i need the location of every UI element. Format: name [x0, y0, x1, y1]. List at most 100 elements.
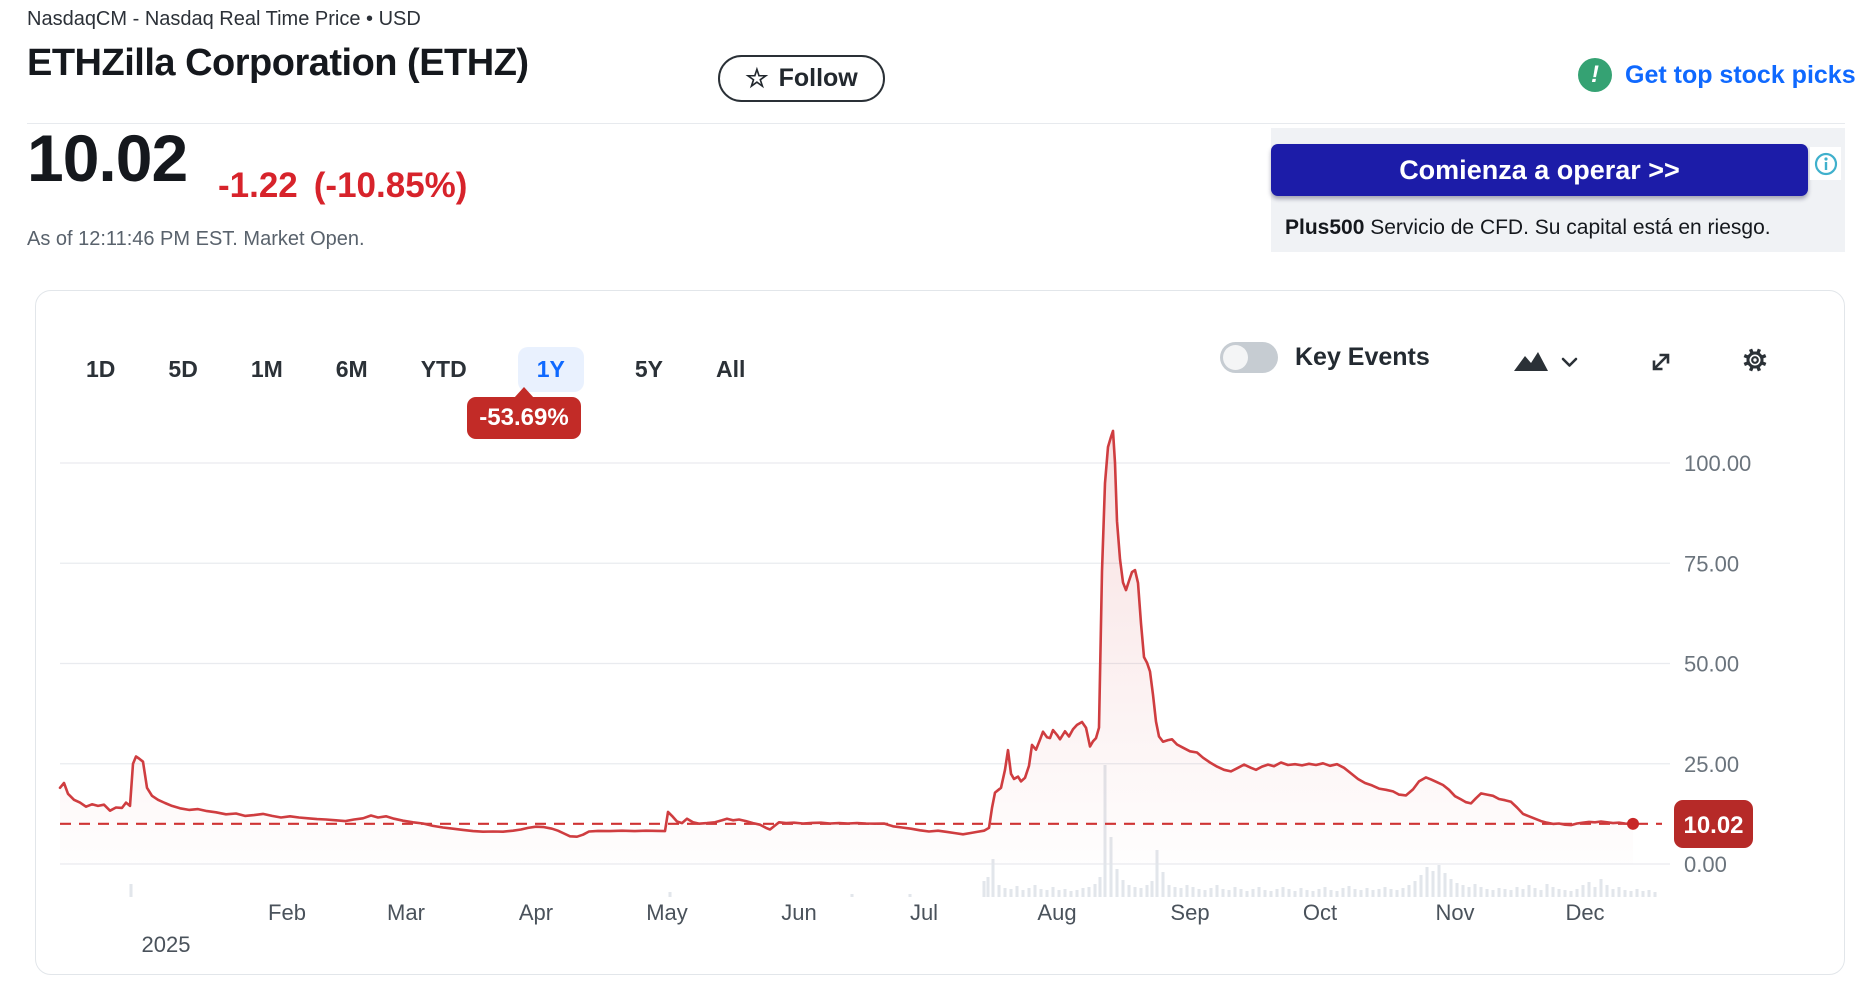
volume-bar — [986, 877, 990, 897]
volume-bar — [1539, 890, 1543, 897]
get-top-stock-picks-link[interactable]: ! Get top stock picks — [1578, 58, 1856, 92]
settings-gear-icon[interactable] — [1740, 345, 1770, 380]
volume-bar — [1467, 887, 1471, 897]
volume-bar — [1215, 885, 1219, 897]
volume-bar — [1015, 886, 1019, 897]
chevron-down-icon — [1561, 355, 1578, 373]
volume-bar — [997, 885, 1001, 897]
x-axis-label: Mar — [387, 900, 425, 925]
volume-bar — [1251, 889, 1255, 897]
volume-bar — [1551, 887, 1555, 897]
volume-bar — [1033, 885, 1037, 897]
tab-5y[interactable]: 5Y — [634, 356, 663, 382]
y-axis-label: 75.00 — [1684, 551, 1739, 576]
y-axis-label: 25.00 — [1684, 752, 1739, 777]
volume-bar — [1299, 888, 1303, 897]
star-icon: ☆ — [745, 62, 769, 93]
volume-bar — [1401, 888, 1405, 897]
stock-picks-label: Get top stock picks — [1625, 60, 1856, 89]
key-events-toggle[interactable] — [1220, 342, 1278, 373]
volume-bar — [1515, 887, 1519, 897]
volume-bar — [1461, 885, 1465, 897]
volume-bar — [1371, 890, 1375, 897]
x-axis-label: Sep — [1170, 900, 1209, 925]
volume-bar — [1197, 889, 1201, 897]
volume-bar — [1575, 889, 1579, 897]
volume-bar — [1605, 885, 1609, 897]
price-line — [58, 429, 1635, 838]
tab-1y[interactable]: 1Y — [517, 347, 584, 392]
volume-bar — [1455, 883, 1459, 897]
ad-cta-button[interactable]: Comienza a operar >> — [1271, 144, 1808, 196]
volume-bar — [1581, 885, 1585, 897]
volume-bar — [1395, 890, 1399, 897]
follow-label: Follow — [778, 64, 858, 92]
volume-bar — [1635, 889, 1639, 897]
y-axis-label: 100.00 — [1684, 451, 1751, 476]
volume-bar — [1173, 887, 1177, 897]
fullscreen-icon[interactable] — [1646, 347, 1676, 382]
ad-info-icon[interactable] — [1810, 147, 1841, 180]
chart-type-selector[interactable] — [1513, 350, 1578, 378]
volume-bar — [1533, 888, 1537, 897]
volume-bar — [1155, 850, 1159, 897]
volume-bar — [1075, 890, 1079, 897]
volume-bar — [1191, 887, 1195, 897]
volume-bar — [1239, 889, 1243, 897]
volume-bar — [1389, 889, 1393, 897]
last-price-badge-text: 10.02 — [1683, 812, 1743, 839]
volume-bar — [1081, 888, 1085, 897]
volume-bar — [1133, 887, 1137, 897]
volume-bar — [1281, 887, 1285, 897]
change-value: -1.22 — [218, 166, 298, 205]
last-price-badge — [1674, 800, 1753, 848]
tab-5d[interactable]: 5D — [168, 356, 198, 382]
volume-bar — [1109, 837, 1113, 897]
follow-button[interactable]: ☆ Follow — [718, 55, 885, 102]
volume-bar — [1449, 879, 1453, 897]
volume-bar — [1593, 887, 1597, 897]
volume-bar — [1629, 891, 1633, 897]
volume-bar — [1275, 889, 1279, 897]
x-axis-label: May — [646, 900, 688, 925]
volume-bar — [1287, 889, 1291, 897]
tab-1d[interactable]: 1D — [86, 356, 116, 382]
key-events-label: Key Events — [1295, 343, 1430, 371]
tab-6m[interactable]: 6M — [335, 356, 368, 382]
x-axis-label: Aug — [1037, 900, 1076, 925]
volume-bar — [1557, 889, 1561, 897]
mountain-chart-icon — [1513, 350, 1549, 378]
volume-bar — [1413, 881, 1417, 897]
volume-bar — [1127, 885, 1131, 897]
volume-bar — [1497, 888, 1501, 897]
volume-bar — [908, 894, 912, 897]
volume-bar — [1139, 888, 1143, 897]
header-divider — [27, 123, 1845, 124]
volume-bar — [1527, 885, 1531, 897]
y-axis-label: 50.00 — [1684, 652, 1739, 677]
volume-bar — [1263, 890, 1267, 897]
volume-bar — [1491, 890, 1495, 897]
volume-bar — [1209, 888, 1213, 897]
toggle-knob — [1223, 345, 1248, 370]
volume-bar — [1305, 890, 1309, 897]
volume-bar — [1063, 889, 1067, 897]
volume-bar — [1545, 884, 1549, 897]
volume-bar — [1179, 888, 1183, 897]
volume-bar — [1051, 887, 1055, 897]
page-title: ETHZilla Corporation (ETHZ) — [27, 42, 529, 84]
tab-all[interactable]: All — [716, 356, 746, 382]
volume-bar — [1227, 890, 1231, 897]
volume-bar — [1617, 887, 1621, 897]
volume-bar — [1473, 884, 1477, 897]
volume-bar — [1419, 875, 1423, 897]
volume-bar — [1329, 890, 1333, 897]
y-axis-label: 0.00 — [1684, 852, 1727, 877]
volume-bar — [1057, 890, 1061, 897]
x-axis-label: Nov — [1435, 900, 1474, 925]
current-price: 10.02 — [27, 121, 188, 195]
volume-bar — [1653, 892, 1657, 897]
tab-1m[interactable]: 1M — [250, 356, 283, 382]
volume-bar — [1221, 889, 1225, 897]
tab-ytd[interactable]: YTD — [420, 356, 467, 382]
